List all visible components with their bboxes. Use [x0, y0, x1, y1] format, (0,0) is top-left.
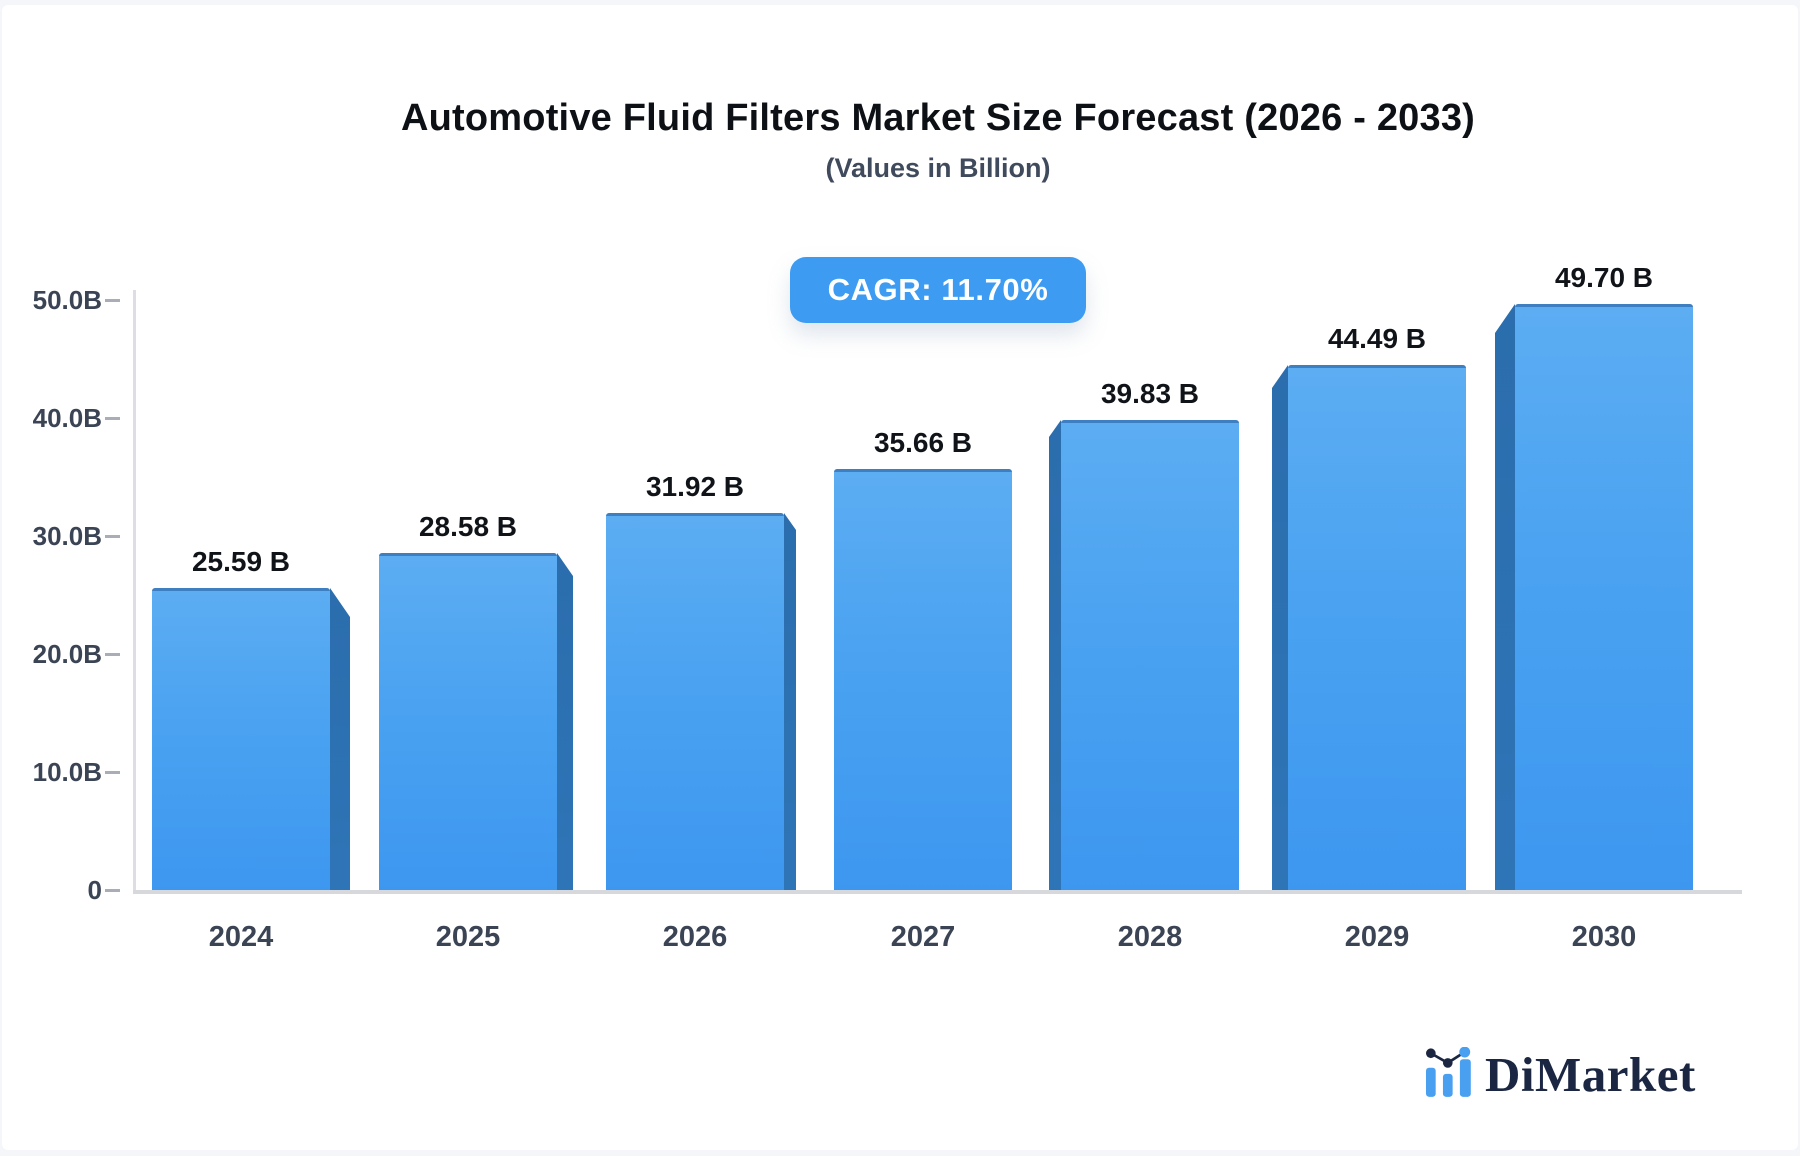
y-tick-label-40: 40.0B [32, 403, 102, 433]
y-tick-mark-30 [105, 535, 120, 538]
y-tick-mark-0 [105, 889, 120, 892]
x-tick-label-2028: 2028 [1117, 921, 1183, 953]
bar-side-2030 [1495, 304, 1515, 893]
y-tick-mark-20 [105, 653, 120, 656]
bar-side-2029 [1272, 365, 1288, 893]
bar-side-2026 [784, 513, 796, 893]
x-tick-label-2027: 2027 [890, 921, 956, 953]
bar-side-2025 [557, 553, 573, 893]
chart-canvas: Automotive Fluid Filters Market Size For… [2, 5, 1798, 1150]
bar-line-chart-icon [1426, 1047, 1471, 1097]
bar-value-label-2030: 49.70 B [1554, 262, 1654, 293]
bar-side-2028 [1049, 420, 1061, 893]
cagr-badge-row: CAGR: 11.70% [134, 257, 1742, 323]
cagr-badge: CAGR: 11.70% [789, 257, 1087, 323]
brand-name: DiMarket [1485, 1047, 1696, 1102]
y-tick-label-0: 0 [87, 875, 102, 905]
chart-subtitle: (Values in Billion) [825, 153, 1051, 183]
bar-2029 [1288, 365, 1466, 893]
x-axis-baseline [133, 890, 1742, 894]
x-tick-label-2026: 2026 [662, 921, 728, 953]
bar-value-label-2024: 25.59 B [191, 546, 291, 577]
y-tick-mark-50 [105, 299, 120, 302]
brand-logo: DiMarket [1426, 1045, 1696, 1102]
bar-value-label-2028: 39.83 B [1100, 378, 1200, 409]
bar-2026 [606, 513, 784, 893]
y-tick-label-30: 30.0B [32, 521, 102, 551]
bar-2025 [379, 553, 557, 893]
x-tick-label-2029: 2029 [1344, 921, 1410, 953]
bar-value-label-2025: 28.58 B [418, 511, 518, 542]
bar-value-label-2027: 35.66 B [873, 427, 973, 458]
y-axis-line [133, 290, 136, 894]
page-title: Automotive Fluid Filters Market Size For… [400, 97, 1476, 139]
y-tick-label-50: 50.0B [32, 285, 102, 315]
bar-2028 [1061, 420, 1239, 893]
x-tick-label-2030: 2030 [1571, 921, 1637, 953]
bar-2030 [1515, 304, 1693, 893]
y-tick-label-10: 10.0B [32, 757, 102, 787]
bar-2024 [152, 588, 330, 893]
bar-2027 [834, 469, 1012, 893]
bar-side-2024 [330, 588, 350, 893]
x-tick-label-2025: 2025 [435, 921, 501, 953]
x-tick-label-2024: 2024 [208, 921, 274, 953]
chart-card: Automotive Fluid Filters Market Size For… [2, 5, 1798, 1150]
bar-value-label-2029: 44.49 B [1327, 323, 1427, 354]
y-tick-label-20: 20.0B [32, 639, 102, 669]
y-tick-mark-10 [105, 771, 120, 774]
y-tick-mark-40 [105, 417, 120, 420]
bar-value-label-2026: 31.92 B [645, 471, 745, 502]
